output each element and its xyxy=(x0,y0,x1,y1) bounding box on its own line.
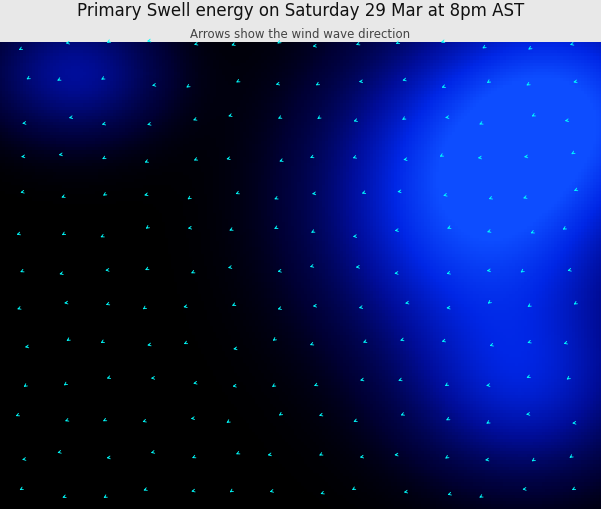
Text: Primary Swell energy on Saturday 29 Mar at 8pm AST: Primary Swell energy on Saturday 29 Mar … xyxy=(77,2,524,20)
Text: Arrows show the wind wave direction: Arrows show the wind wave direction xyxy=(191,28,410,41)
